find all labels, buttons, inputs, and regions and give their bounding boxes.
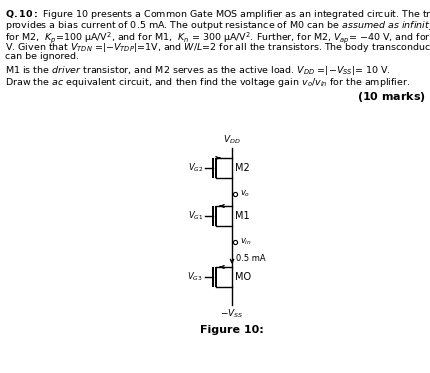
Text: $v_o$: $v_o$ <box>240 189 250 199</box>
Text: provides a bias current of 0.5 mA. The output resistance of M0 can be $\mathit{a: provides a bias current of 0.5 mA. The o… <box>5 19 430 32</box>
Text: $v_{in}$: $v_{in}$ <box>240 237 251 247</box>
Text: Draw the $\mathit{ac}$ equivalent circuit, and then find the voltage gain $v_o$/: Draw the $\mathit{ac}$ equivalent circui… <box>5 76 409 89</box>
Text: $V_{G1}$: $V_{G1}$ <box>187 210 203 222</box>
Text: M2: M2 <box>234 163 249 173</box>
Text: MO: MO <box>234 272 251 282</box>
Text: $V_{DD}$: $V_{DD}$ <box>223 134 240 146</box>
Text: $V_{G3}$: $V_{G3}$ <box>187 271 203 283</box>
Text: $V_{G2}$: $V_{G2}$ <box>187 162 203 174</box>
Text: V. Given that $V_{TDN}$ =|$-V_{TDP}$|=1V, and $W/L$=2 for all the transistors. T: V. Given that $V_{TDN}$ =|$-V_{TDP}$|=1V… <box>5 41 430 54</box>
Text: 0.5 mA: 0.5 mA <box>236 254 265 263</box>
Text: M1 is the $\mathit{driver}$ transistor, and M2 serves as the active load. $V_{DD: M1 is the $\mathit{driver}$ transistor, … <box>5 64 390 77</box>
Text: for M2,  $K_p$=100 μA/V$^2$, and for M1,  $K_n$ = 300 μA/V$^2$. Further, for M2,: for M2, $K_p$=100 μA/V$^2$, and for M1, … <box>5 30 430 45</box>
Text: $-V_{SS}$: $-V_{SS}$ <box>220 307 243 320</box>
Text: M1: M1 <box>234 211 249 221</box>
Text: can be ignored.: can be ignored. <box>5 52 79 61</box>
Text: $\mathbf{Q.10:}$ Figure 10 presents a Common Gate MOS amplifier as an integrated: $\mathbf{Q.10:}$ Figure 10 presents a Co… <box>5 8 430 21</box>
Text: $\mathbf{(10\ marks)}$: $\mathbf{(10\ marks)}$ <box>356 90 425 104</box>
Text: Figure 10:: Figure 10: <box>200 325 263 335</box>
